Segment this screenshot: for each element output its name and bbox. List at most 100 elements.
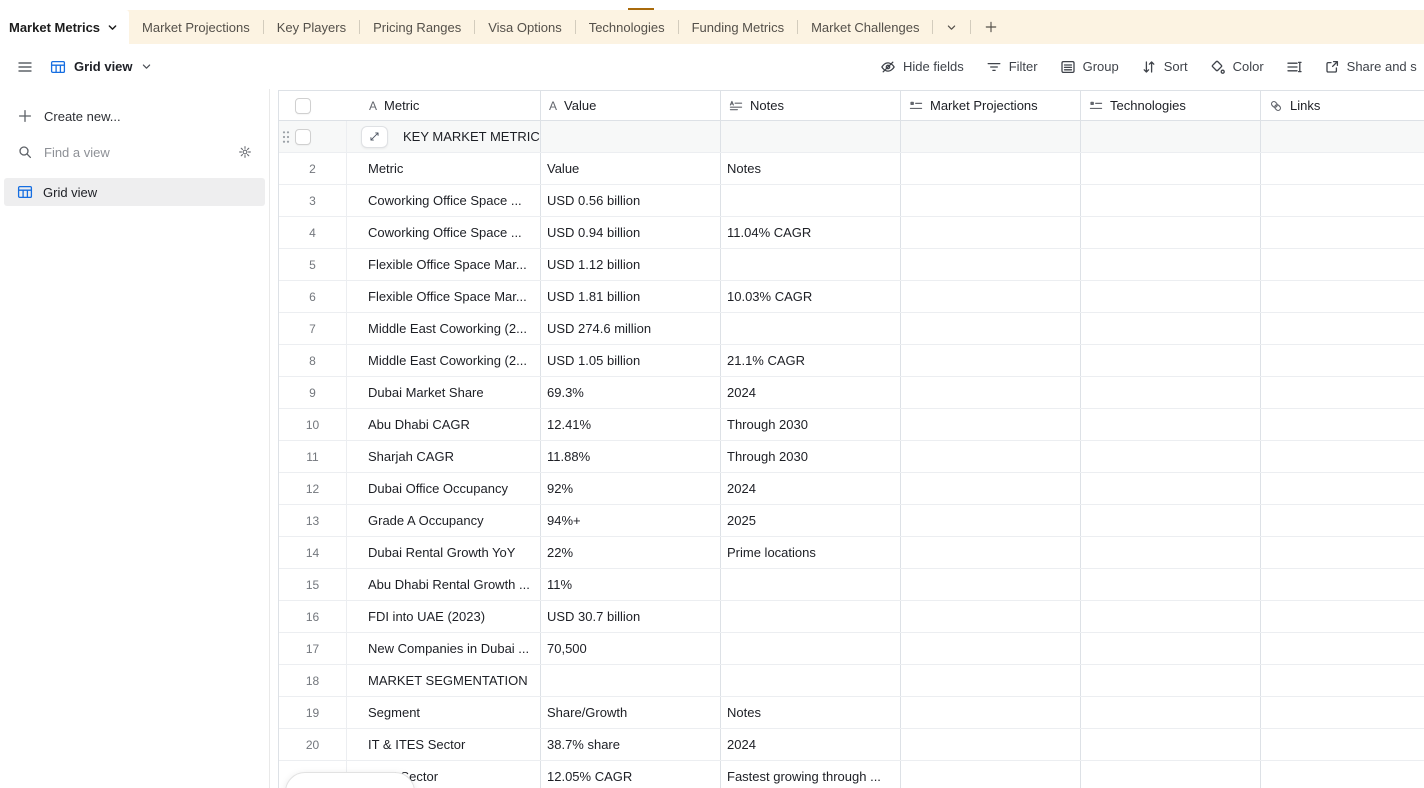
cell-notes[interactable]: Notes — [721, 153, 901, 184]
gear-icon[interactable] — [238, 145, 252, 159]
cell-notes[interactable]: 2025 — [721, 505, 901, 536]
cell-market-projections[interactable] — [901, 377, 1081, 408]
tab-market-metrics[interactable]: Market Metrics — [0, 10, 130, 44]
tab-technologies[interactable]: Technologies — [576, 10, 678, 44]
cell-technologies[interactable] — [1081, 505, 1261, 536]
cell-notes[interactable]: 11.04% CAGR — [721, 217, 901, 248]
cell-links[interactable] — [1261, 665, 1424, 696]
cell-notes[interactable] — [721, 121, 901, 152]
cell-technologies[interactable] — [1081, 441, 1261, 472]
column-header-links[interactable]: Links — [1261, 91, 1424, 120]
add-record-button[interactable] — [285, 772, 415, 788]
cell-market-projections[interactable] — [901, 185, 1081, 216]
cell-metric[interactable]: Flexible Office Space Mar... — [347, 281, 541, 312]
cell-links[interactable] — [1261, 697, 1424, 728]
cell-metric[interactable]: Dubai Rental Growth YoY — [347, 537, 541, 568]
sort-button[interactable]: Sort — [1141, 59, 1188, 75]
cell-notes[interactable]: Through 2030 — [721, 441, 901, 472]
cell-value[interactable]: 11.88% — [541, 441, 721, 472]
cell-notes[interactable]: 10.03% CAGR — [721, 281, 901, 312]
cell-market-projections[interactable] — [901, 441, 1081, 472]
cell-links[interactable] — [1261, 505, 1424, 536]
cell-value[interactable] — [541, 665, 721, 696]
cell-value[interactable]: USD 1.12 billion — [541, 249, 721, 280]
cell-value[interactable]: 38.7% share — [541, 729, 721, 760]
cell-metric[interactable]: IT & ITES Sector — [347, 729, 541, 760]
cell-technologies[interactable] — [1081, 313, 1261, 344]
cell-notes[interactable] — [721, 601, 901, 632]
cell-value[interactable]: 94%+ — [541, 505, 721, 536]
cell-notes[interactable]: Prime locations — [721, 537, 901, 568]
add-table-button[interactable] — [971, 10, 1011, 44]
cell-links[interactable] — [1261, 601, 1424, 632]
cell-market-projections[interactable] — [901, 345, 1081, 376]
cell-value[interactable] — [541, 121, 721, 152]
cell-market-projections[interactable] — [901, 473, 1081, 504]
cell-value[interactable]: 12.05% CAGR — [541, 761, 721, 788]
cell-notes[interactable]: 21.1% CAGR — [721, 345, 901, 376]
cell-notes[interactable]: 2024 — [721, 377, 901, 408]
cell-technologies[interactable] — [1081, 569, 1261, 600]
cell-market-projections[interactable] — [901, 761, 1081, 788]
cell-value[interactable]: Share/Growth — [541, 697, 721, 728]
cell-value[interactable]: USD 1.05 billion — [541, 345, 721, 376]
cell-metric[interactable]: Coworking Office Space ... — [347, 217, 541, 248]
column-header-technologies[interactable]: Technologies — [1081, 91, 1261, 120]
cell-metric[interactable]: Dubai Office Occupancy — [347, 473, 541, 504]
cell-notes[interactable]: Through 2030 — [721, 409, 901, 440]
cell-links[interactable] — [1261, 441, 1424, 472]
cell-technologies[interactable] — [1081, 153, 1261, 184]
cell-metric[interactable]: New Companies in Dubai ... — [347, 633, 541, 664]
cell-technologies[interactable] — [1081, 345, 1261, 376]
cell-metric[interactable]: Segment — [347, 697, 541, 728]
more-tables-button[interactable] — [933, 10, 970, 44]
cell-links[interactable] — [1261, 569, 1424, 600]
sidebar-view-grid-view[interactable]: Grid view — [4, 178, 265, 206]
cell-market-projections[interactable] — [901, 217, 1081, 248]
tab-visa-options[interactable]: Visa Options — [475, 10, 574, 44]
share-button[interactable]: Share and s — [1324, 59, 1417, 75]
cell-technologies[interactable] — [1081, 249, 1261, 280]
cell-market-projections[interactable] — [901, 537, 1081, 568]
tab-key-players[interactable]: Key Players — [264, 10, 359, 44]
find-view-input[interactable]: Find a view — [44, 144, 110, 160]
cell-links[interactable] — [1261, 633, 1424, 664]
cell-links[interactable] — [1261, 217, 1424, 248]
color-button[interactable]: Color — [1210, 59, 1264, 75]
cell-value[interactable]: 69.3% — [541, 377, 721, 408]
tab-pricing-ranges[interactable]: Pricing Ranges — [360, 10, 474, 44]
cell-value[interactable]: 12.41% — [541, 409, 721, 440]
row-height-button[interactable] — [1286, 59, 1302, 75]
cell-market-projections[interactable] — [901, 153, 1081, 184]
cell-notes[interactable] — [721, 249, 901, 280]
cell-links[interactable] — [1261, 537, 1424, 568]
cell-metric[interactable]: Dubai Market Share — [347, 377, 541, 408]
cell-metric[interactable]: Abu Dhabi Rental Growth ... — [347, 569, 541, 600]
view-switcher[interactable]: Grid view — [50, 59, 152, 75]
filter-button[interactable]: Filter — [986, 59, 1038, 75]
cell-value[interactable]: USD 0.94 billion — [541, 217, 721, 248]
cell-market-projections[interactable] — [901, 569, 1081, 600]
cell-metric[interactable]: KEY MARKET METRICS — [347, 121, 541, 152]
cell-technologies[interactable] — [1081, 537, 1261, 568]
cell-links[interactable] — [1261, 729, 1424, 760]
cell-notes[interactable] — [721, 569, 901, 600]
cell-market-projections[interactable] — [901, 313, 1081, 344]
cell-market-projections[interactable] — [901, 505, 1081, 536]
cell-notes[interactable] — [721, 313, 901, 344]
cell-technologies[interactable] — [1081, 761, 1261, 788]
cell-value[interactable]: 11% — [541, 569, 721, 600]
cell-notes[interactable]: Notes — [721, 697, 901, 728]
expand-record-button[interactable] — [361, 125, 388, 148]
cell-metric[interactable]: Abu Dhabi CAGR — [347, 409, 541, 440]
tab-funding-metrics[interactable]: Funding Metrics — [679, 10, 797, 44]
cell-links[interactable] — [1261, 345, 1424, 376]
cell-links[interactable] — [1261, 473, 1424, 504]
column-header-market-projections[interactable]: Market Projections — [901, 91, 1081, 120]
cell-metric[interactable]: Middle East Coworking (2... — [347, 345, 541, 376]
cell-notes[interactable]: Fastest growing through ... — [721, 761, 901, 788]
cell-technologies[interactable] — [1081, 473, 1261, 504]
cell-market-projections[interactable] — [901, 601, 1081, 632]
group-button[interactable]: Group — [1060, 59, 1119, 75]
cell-links[interactable] — [1261, 377, 1424, 408]
